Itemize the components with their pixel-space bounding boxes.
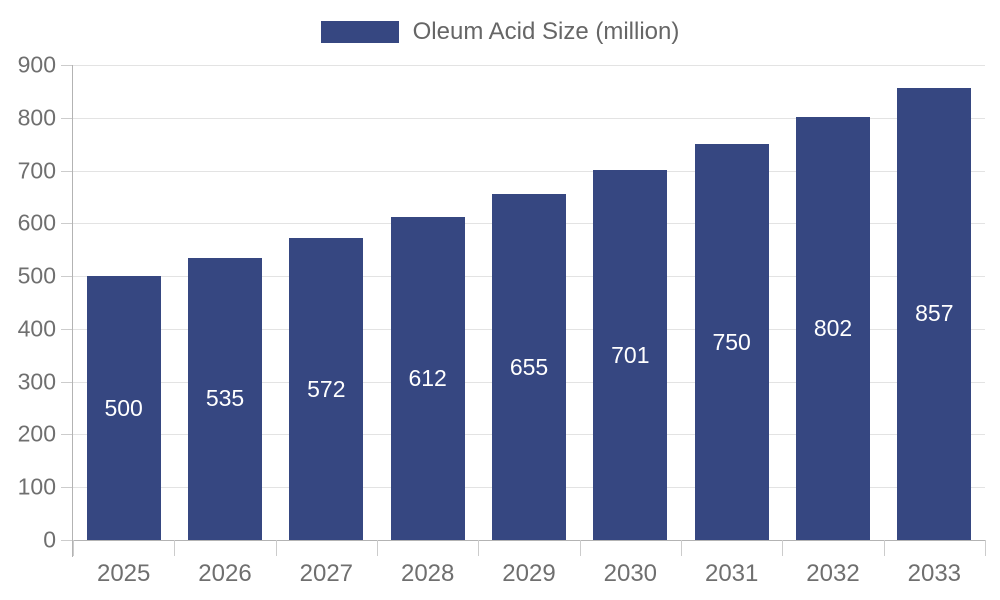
legend[interactable]: Oleum Acid Size (million) [0,19,1000,45]
bar-2025[interactable]: 500 [86,276,161,540]
bar-value-label: 655 [509,353,549,380]
bar-2032[interactable]: 802 [796,116,870,540]
y-axis-tick [61,170,73,172]
gridline [73,65,985,66]
y-tick-label: 700 [17,157,56,184]
bar-value-label: 802 [813,314,853,341]
bar-2027[interactable]: 572 [289,238,364,540]
y-tick-label: 200 [17,420,56,447]
y-axis-tick [61,276,73,278]
bar-value-label: 857 [915,300,954,327]
y-axis-tick [61,117,73,119]
x-axis-tick [377,540,378,556]
y-axis-tick [61,381,73,383]
y-axis-tick [61,328,73,330]
x-tick-label-2028: 2028 [400,560,455,587]
x-axis-tick [174,540,176,556]
y-tick-label: 100 [17,473,56,500]
legend-swatch [320,21,399,43]
bar-value-label: 500 [104,394,143,421]
y-axis-tick [61,487,73,489]
x-tick-label-2032: 2032 [806,560,860,587]
bar-2033[interactable]: 857 [897,87,972,540]
y-tick-label: 300 [17,368,56,395]
x-axis-tick [73,540,74,556]
x-tick-label-2026: 2026 [198,560,252,587]
x-axis-tick [782,540,784,556]
x-axis-tick [681,540,682,556]
legend-label: Oleum Acid Size (million) [412,18,680,45]
x-tick-label-2030: 2030 [603,560,658,587]
bar-2029[interactable]: 655 [492,194,566,540]
gridline [73,170,985,172]
x-tick-label-2025: 2025 [96,560,151,587]
x-axis-tick [275,540,277,556]
x-axis-tick [985,540,986,556]
y-tick-label: 800 [17,104,56,131]
x-axis-tick [579,540,581,556]
x-tick-label-2027: 2027 [299,560,354,587]
x-axis-tick [883,540,885,556]
bar-value-label: 612 [408,365,447,391]
bar-value-label: 572 [307,375,346,402]
y-tick-label: 0 [43,526,56,553]
y-tick-label: 400 [17,315,56,342]
x-axis-line [72,540,985,541]
y-axis-tick [61,434,73,436]
x-axis-tick [478,540,480,556]
bar-2030[interactable]: 701 [593,170,668,540]
y-tick-label: 500 [17,262,56,289]
bar-2031[interactable]: 750 [694,144,769,540]
bar-2028[interactable]: 612 [390,217,465,540]
x-tick-label-2033: 2033 [907,560,962,587]
x-tick-label-2031: 2031 [704,560,759,587]
gridline [73,117,985,119]
bar-value-label: 750 [712,328,751,355]
bar-value-label: 535 [205,385,245,412]
y-tick-label: 600 [17,209,56,236]
y-axis-line [72,65,73,557]
y-axis-tick [61,540,73,541]
x-tick-label-2029: 2029 [502,560,556,587]
bar-2026[interactable]: 535 [188,257,262,540]
y-tick-label: 900 [17,51,56,78]
bar-value-label: 701 [611,341,650,368]
y-axis-tick [61,65,73,66]
y-axis-tick [61,223,73,225]
